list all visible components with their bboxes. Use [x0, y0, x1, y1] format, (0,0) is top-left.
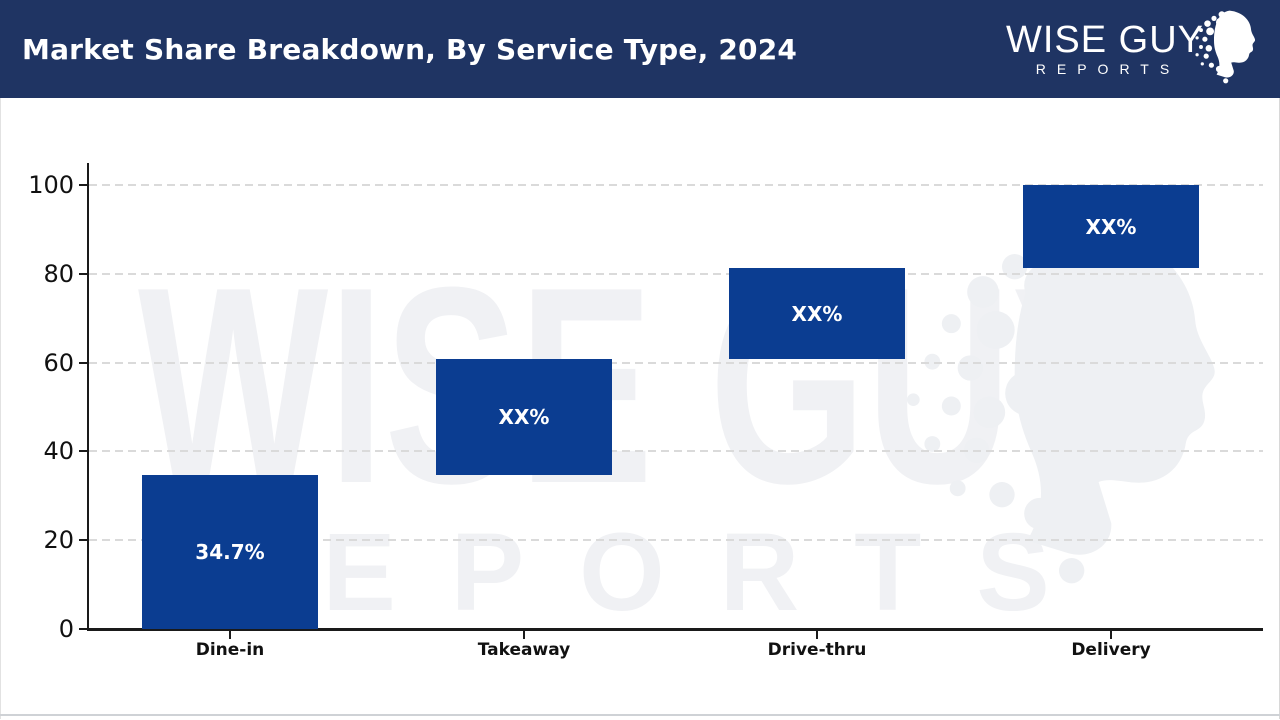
- bar-label-drive-thru: XX%: [791, 301, 843, 326]
- watermark-line2: REPORTS: [188, 511, 1105, 634]
- x-axis-line: [87, 628, 1263, 631]
- bar-label-dine-in: 34.7%: [195, 539, 265, 564]
- x-axis-label-drive-thru: Drive-thru: [767, 640, 867, 660]
- y-tick-label-100: 100: [28, 171, 74, 199]
- x-tick-drive-thru: [816, 631, 818, 639]
- bar-takeaway: XX%: [436, 359, 612, 475]
- logo-head-icon: [1195, 10, 1256, 84]
- bar-dine-in: 34.7%: [142, 474, 318, 629]
- footer-rule: [0, 714, 1280, 716]
- header-bar: Market Share Breakdown, By Service Type,…: [0, 0, 1280, 98]
- gridline-y-80: [89, 272, 1263, 275]
- x-tick-delivery: [1110, 631, 1112, 639]
- y-axis-line: [87, 163, 89, 630]
- y-tick-20: [79, 539, 87, 542]
- gridline-y-20: [89, 539, 1263, 542]
- y-tick-60: [79, 361, 87, 364]
- x-axis-label-dine-in: Dine-in: [195, 640, 265, 660]
- page-title: Market Share Breakdown, By Service Type,…: [22, 32, 798, 66]
- bar-delivery: XX%: [1023, 185, 1199, 269]
- bar-drive-thru: XX%: [729, 268, 905, 360]
- y-tick-80: [79, 272, 87, 275]
- gridline-y-60: [89, 361, 1263, 364]
- x-tick-dine-in: [229, 631, 231, 639]
- logo-wordmark: WISE GUY REPORTS: [1006, 21, 1204, 76]
- logo-line2: REPORTS: [1035, 60, 1181, 77]
- y-tick-label-60: 60: [43, 348, 74, 377]
- logo-line1: WISE GUY: [1005, 18, 1204, 61]
- gridline-y-100: [89, 184, 1263, 186]
- x-axis-label-takeaway: Takeaway: [477, 640, 571, 660]
- y-tick-0: [79, 628, 87, 630]
- bar-label-takeaway: XX%: [498, 404, 550, 429]
- y-tick-label-0: 0: [58, 615, 74, 643]
- y-tick-40: [79, 450, 87, 453]
- y-tick-label-20: 20: [43, 526, 74, 555]
- x-tick-takeaway: [523, 631, 525, 639]
- y-tick-100: [79, 184, 87, 186]
- bar-label-delivery: XX%: [1085, 214, 1137, 239]
- y-tick-label-40: 40: [43, 437, 74, 466]
- y-tick-label-80: 80: [43, 259, 74, 288]
- brand-logo: WISE GUY REPORTS: [1006, 8, 1266, 88]
- gridline-y-40: [89, 450, 1263, 453]
- x-axis-label-delivery: Delivery: [1071, 640, 1151, 660]
